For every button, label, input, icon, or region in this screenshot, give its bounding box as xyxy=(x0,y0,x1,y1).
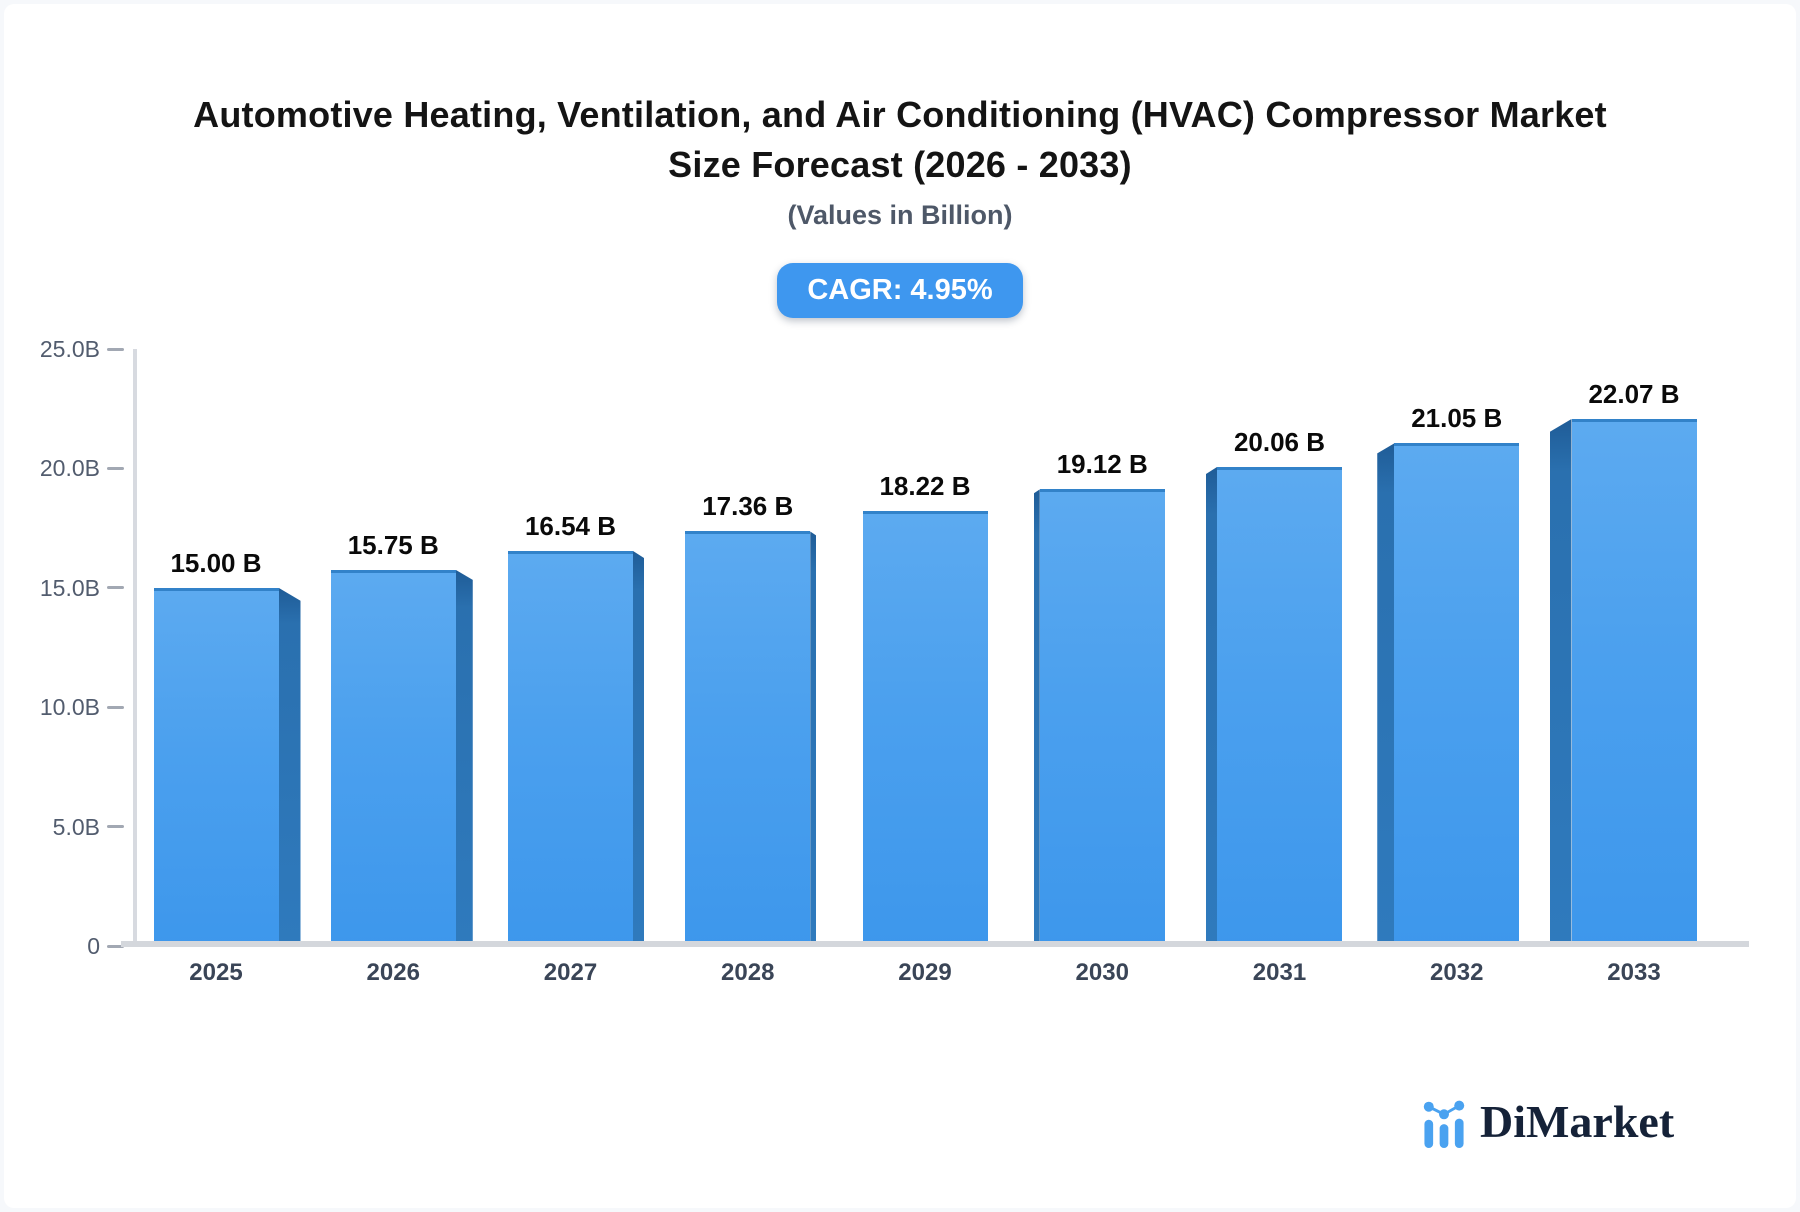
dimarket-logo[interactable]: DiMarket xyxy=(1422,1096,1674,1148)
x-axis-category-label: 2028 xyxy=(721,959,775,986)
x-axis-category-label: 2030 xyxy=(1075,959,1129,986)
y-axis-tick-mark xyxy=(107,586,124,590)
y-axis-tick-label: 10.0B xyxy=(39,694,100,721)
bar-value-label: 19.12 B xyxy=(1056,449,1148,480)
bar-value-label: 17.36 B xyxy=(702,491,794,522)
bar xyxy=(1394,443,1520,947)
y-axis-line xyxy=(133,349,137,942)
bar-value-label: 15.75 B xyxy=(347,529,439,560)
bar-value-label: 18.22 B xyxy=(879,470,971,501)
bar xyxy=(685,531,811,947)
bar-value-label: 22.07 B xyxy=(1588,378,1680,409)
x-axis-line xyxy=(121,941,1749,947)
chart-header: Automotive Heating, Ventilation, and Air… xyxy=(4,90,1796,318)
chart-title-line2: Size Forecast (2026 - 2033) xyxy=(668,144,1132,185)
bar-3d-side-face xyxy=(1549,418,1572,947)
x-axis-category-label: 2032 xyxy=(1430,959,1484,986)
bar-3d-side-face xyxy=(810,531,817,947)
y-axis-tick-label: 0 xyxy=(87,933,100,959)
x-axis-category-label: 2026 xyxy=(366,959,420,986)
chart-title: Automotive Heating, Ventilation, and Air… xyxy=(4,90,1796,190)
bar xyxy=(862,510,988,947)
y-axis-tick-label: 25.0B xyxy=(39,336,100,362)
y-axis-tick-mark xyxy=(107,347,124,351)
bar xyxy=(1571,418,1697,947)
bar xyxy=(330,569,456,947)
bar xyxy=(508,551,633,947)
y-axis-tick-mark xyxy=(107,466,124,470)
x-axis-category-label: 2027 xyxy=(543,959,598,986)
bar-3d-side-face xyxy=(455,569,473,947)
mini-bar-chart-logo-icon xyxy=(1423,1100,1465,1148)
bar-chart: 0 5.0B 10.0B 15.0B 20.0B 25.0B 15.00 B 2025 15.7… xyxy=(4,4,1796,1208)
bar-value-label: 16.54 B xyxy=(524,511,617,542)
x-axis-category-label: 2025 xyxy=(189,959,243,986)
chart-title-line1: Automotive Heating, Ventilation, and Air… xyxy=(193,94,1607,135)
bar-value-label: 15.00 B xyxy=(170,547,262,578)
bar xyxy=(153,587,279,947)
chart-subtitle: (Values in Billion) xyxy=(787,200,1013,230)
report-chart-card: Automotive Heating, Ventilation, and Air… xyxy=(4,4,1796,1208)
bar-3d-side-face xyxy=(1206,466,1217,947)
bar-value-label: 20.06 B xyxy=(1233,426,1326,457)
bar-3d-side-face xyxy=(1033,489,1040,947)
y-axis-tick-mark xyxy=(107,825,124,829)
bar-value-label: 21.05 B xyxy=(1411,403,1503,434)
brand-name: DiMarket xyxy=(1480,1096,1675,1147)
bar-3d-side-face xyxy=(278,587,301,947)
y-axis-tick-label: 5.0B xyxy=(52,813,100,840)
x-axis-category-label: 2033 xyxy=(1607,959,1661,986)
bar-3d-side-face xyxy=(633,551,644,947)
x-axis-category-label: 2029 xyxy=(898,959,952,986)
y-axis-tick-label: 20.0B xyxy=(39,455,100,482)
y-axis-tick-mark xyxy=(107,944,124,948)
y-axis-tick-label: 15.0B xyxy=(39,574,100,601)
bar xyxy=(1039,489,1165,947)
cagr-badge: CAGR: 4.95% xyxy=(777,263,1023,318)
bar xyxy=(1217,466,1342,947)
y-axis-tick-mark xyxy=(107,705,124,709)
bar-3d-side-face xyxy=(1377,443,1395,947)
x-axis-category-label: 2031 xyxy=(1252,959,1307,986)
